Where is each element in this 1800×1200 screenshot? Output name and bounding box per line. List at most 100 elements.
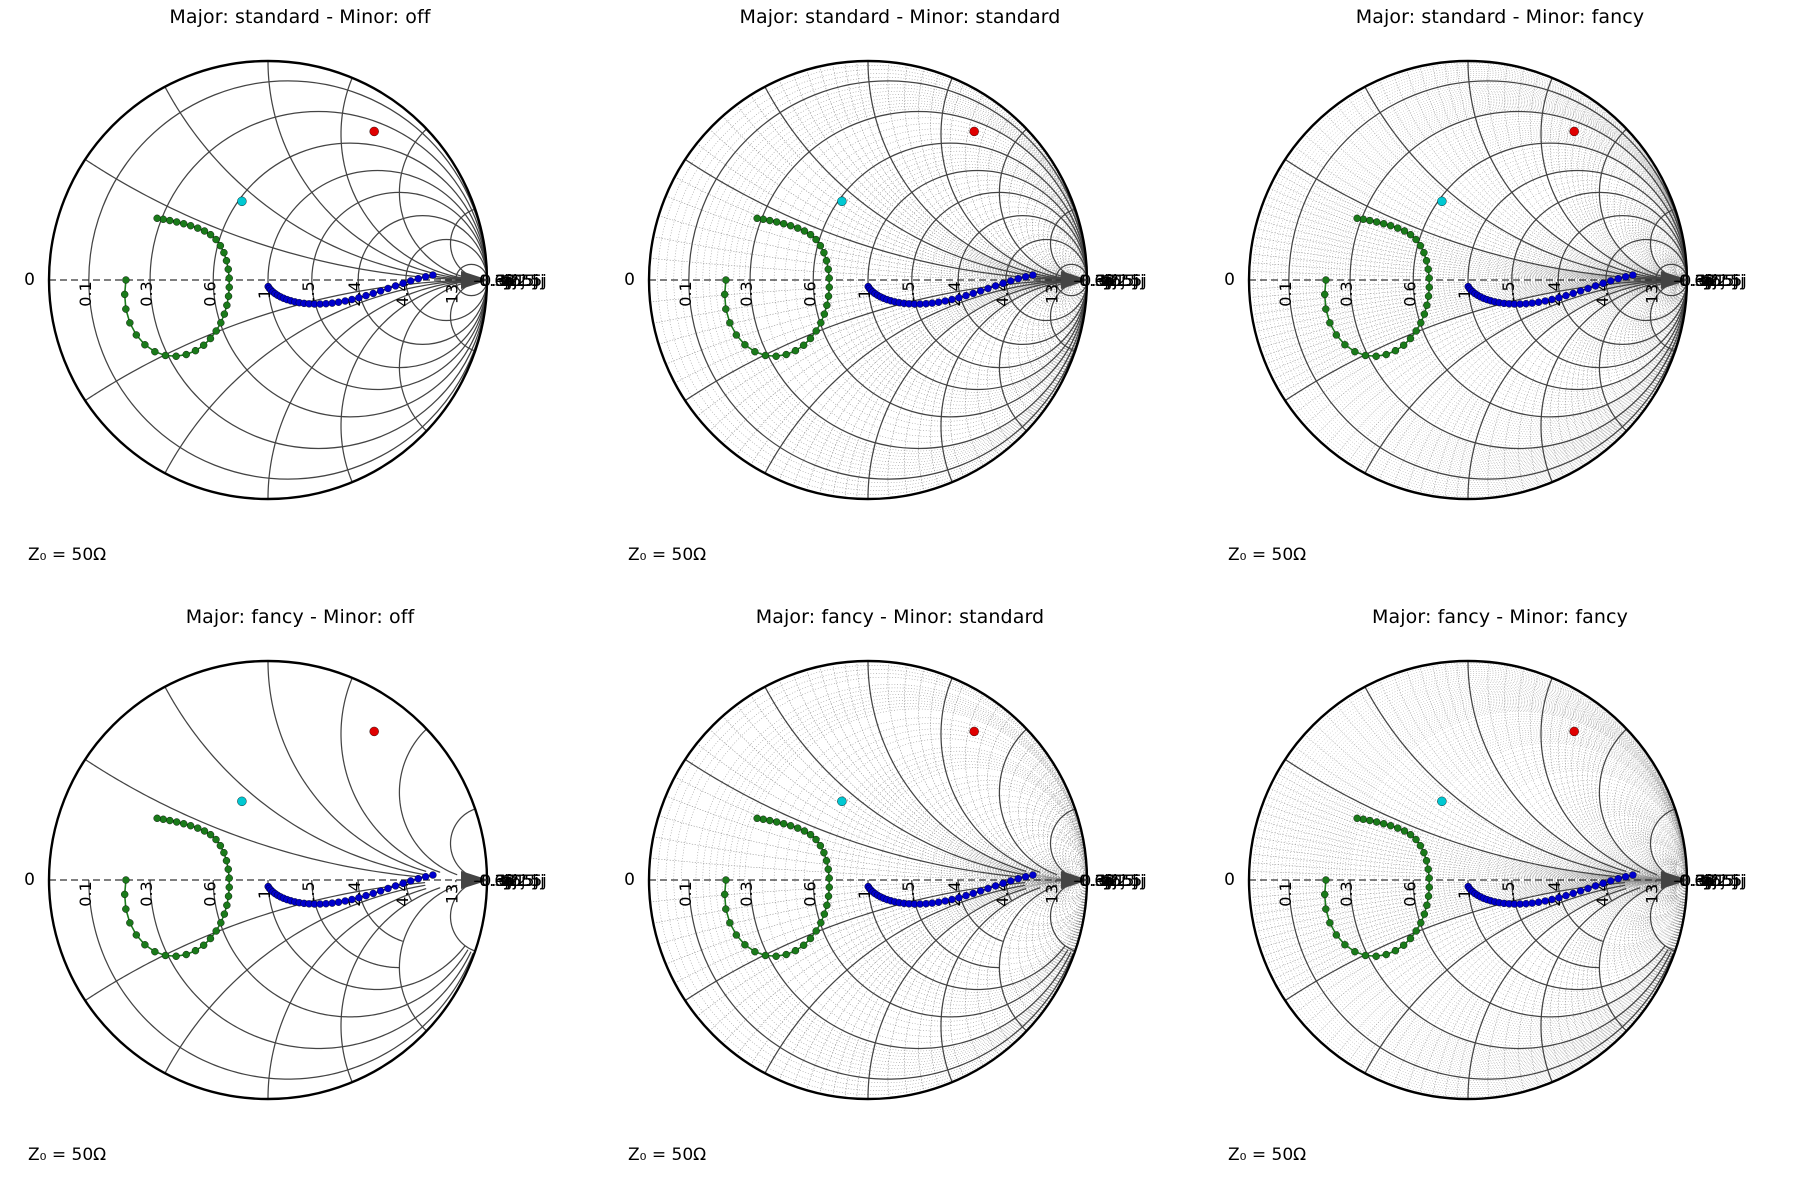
series-marker-green-trace [217,919,225,927]
series-marker-green-trace [191,946,200,955]
svg-text:-1j: -1j [497,271,517,290]
series-marker-green-trace [1400,227,1409,235]
series-marker-green-trace [132,331,141,339]
series-marker-blue-trace [999,279,1007,288]
series-marker-green-trace [1326,919,1334,927]
svg-text:-1j: -1j [1697,871,1717,890]
infinity-arrow-icon [461,871,489,889]
series-marker-green-trace [825,883,833,891]
series-marker-green-trace [816,241,825,250]
series-marker-blue-trace [962,291,970,300]
svg-text:-1.5j: -1.5j [1109,271,1145,290]
series-marker-green-trace [782,350,790,359]
infinity-label: ∞ [1697,869,1715,894]
series-marker-blue-trace [984,284,992,293]
svg-text:0.3: 0.3 [1337,281,1356,306]
panel-title: Major: standard - Minor: off [169,6,431,28]
series-marker-blue-trace [1555,894,1563,902]
series-marker-blue-trace [341,297,349,305]
series-marker-blue-trace [322,900,330,908]
smith-chart-canvas: 00.1 0.3 0.6 1 1.5 2.4 4.4 13 ∞0.3j0.6j1j1.5j2.5… [624,59,1147,565]
series-marker-blue-trace [1522,300,1530,308]
series-marker-blue-trace [1607,277,1615,285]
svg-text:-6j: -6j [1705,271,1725,290]
series-marker-green-trace [1416,241,1425,250]
series-marker-green-trace [206,334,215,343]
series-marker-blue-trace [941,897,949,905]
z0-annotation: Z₀ = 50Ω [28,545,106,565]
svg-text:-2.5j: -2.5j [511,871,547,890]
svg-text:2.5j: 2.5j [1709,871,1739,890]
series-marker-blue-trace [399,279,407,288]
svg-text:1.5j: 1.5j [1107,271,1137,290]
series-marker-green-trace [182,950,190,959]
data-layer [1320,126,1637,360]
series-marker-green-trace [1359,215,1367,224]
series-marker-green-trace [1422,856,1431,865]
series-marker-blue-trace [421,272,430,281]
series-marker-blue-trace [328,299,336,307]
series-marker-green-trace [1424,865,1432,873]
svg-text:0.3j: 0.3j [1679,271,1709,290]
series-marker-blue-trace [1576,287,1585,295]
svg-text:-0.6j: -0.6j [1073,271,1109,290]
smith-chart-canvas: 00.1 0.3 0.6 1 1.5 2.4 4.4 13 ∞0.3j0.6j1j1.5j2.5… [24,659,547,1165]
svg-text:0: 0 [624,870,635,890]
series-marker-green-trace [1412,835,1420,844]
series-marker-blue-trace [369,889,377,898]
series-marker-blue-trace [376,287,385,295]
series-marker-green-trace [212,835,220,844]
svg-text:-0.3j: -0.3j [1675,271,1711,290]
series-marker-green-trace [224,265,232,273]
series-marker-green-trace [1351,948,1359,956]
series-marker-blue-trace [991,882,1000,890]
series-marker-green-trace [1359,815,1367,824]
series-marker-blue-trace [1599,879,1607,888]
series-marker-green-trace [772,352,780,360]
svg-text:1.5j: 1.5j [1707,871,1737,890]
svg-text:0.3j: 0.3j [479,871,509,890]
svg-text:0.3: 0.3 [137,281,156,306]
series-marker-green-trace [820,910,829,918]
series-marker-green-trace [753,214,761,223]
data-layer [720,726,1037,960]
series-marker-green-trace [820,310,829,318]
series-marker-green-trace [825,874,833,882]
series-marker-green-trace [820,248,828,257]
series-marker-blue-trace [1007,877,1015,885]
series-marker-green-trace [186,821,195,830]
series-marker-green-trace [722,276,730,284]
series-marker-red-marker [1569,126,1579,137]
svg-text:0.6: 0.6 [1400,881,1419,906]
svg-text:1: 1 [1455,289,1474,299]
series-marker-green-trace [141,341,149,349]
series-marker-green-trace [1399,341,1408,349]
series-marker-green-trace [722,305,730,313]
series-marker-blue-trace [1014,874,1022,883]
series-marker-blue-trace [1591,282,1600,290]
series-line-green-trace [123,217,231,358]
series-marker-blue-trace [391,882,400,890]
series-marker-green-trace [225,274,233,282]
svg-text:1j: 1j [1698,871,1713,890]
series-marker-green-trace [1394,824,1402,832]
series-marker-green-trace [1425,274,1433,282]
series-marker-blue-trace [991,282,1000,290]
series-marker-green-trace [1420,848,1428,857]
svg-text:0.1: 0.1 [676,881,695,906]
series-marker-green-trace [732,931,741,939]
series-marker-green-trace [122,305,130,313]
series-marker-green-trace [1412,235,1420,244]
svg-text:6j: 6j [1703,871,1718,890]
svg-text:-0.6j: -0.6j [1673,871,1709,890]
series-marker-green-trace [220,848,228,857]
series-marker-green-trace [120,290,129,299]
series-marker-green-trace [812,835,820,844]
series-marker-green-trace [1424,265,1432,273]
svg-text:1j: 1j [1698,271,1713,290]
series-marker-blue-trace [922,300,930,308]
svg-text:2.5j: 2.5j [509,871,539,890]
series-marker-green-trace [222,256,231,265]
series-marker-green-trace [206,830,215,839]
series-marker-green-trace [741,941,749,949]
